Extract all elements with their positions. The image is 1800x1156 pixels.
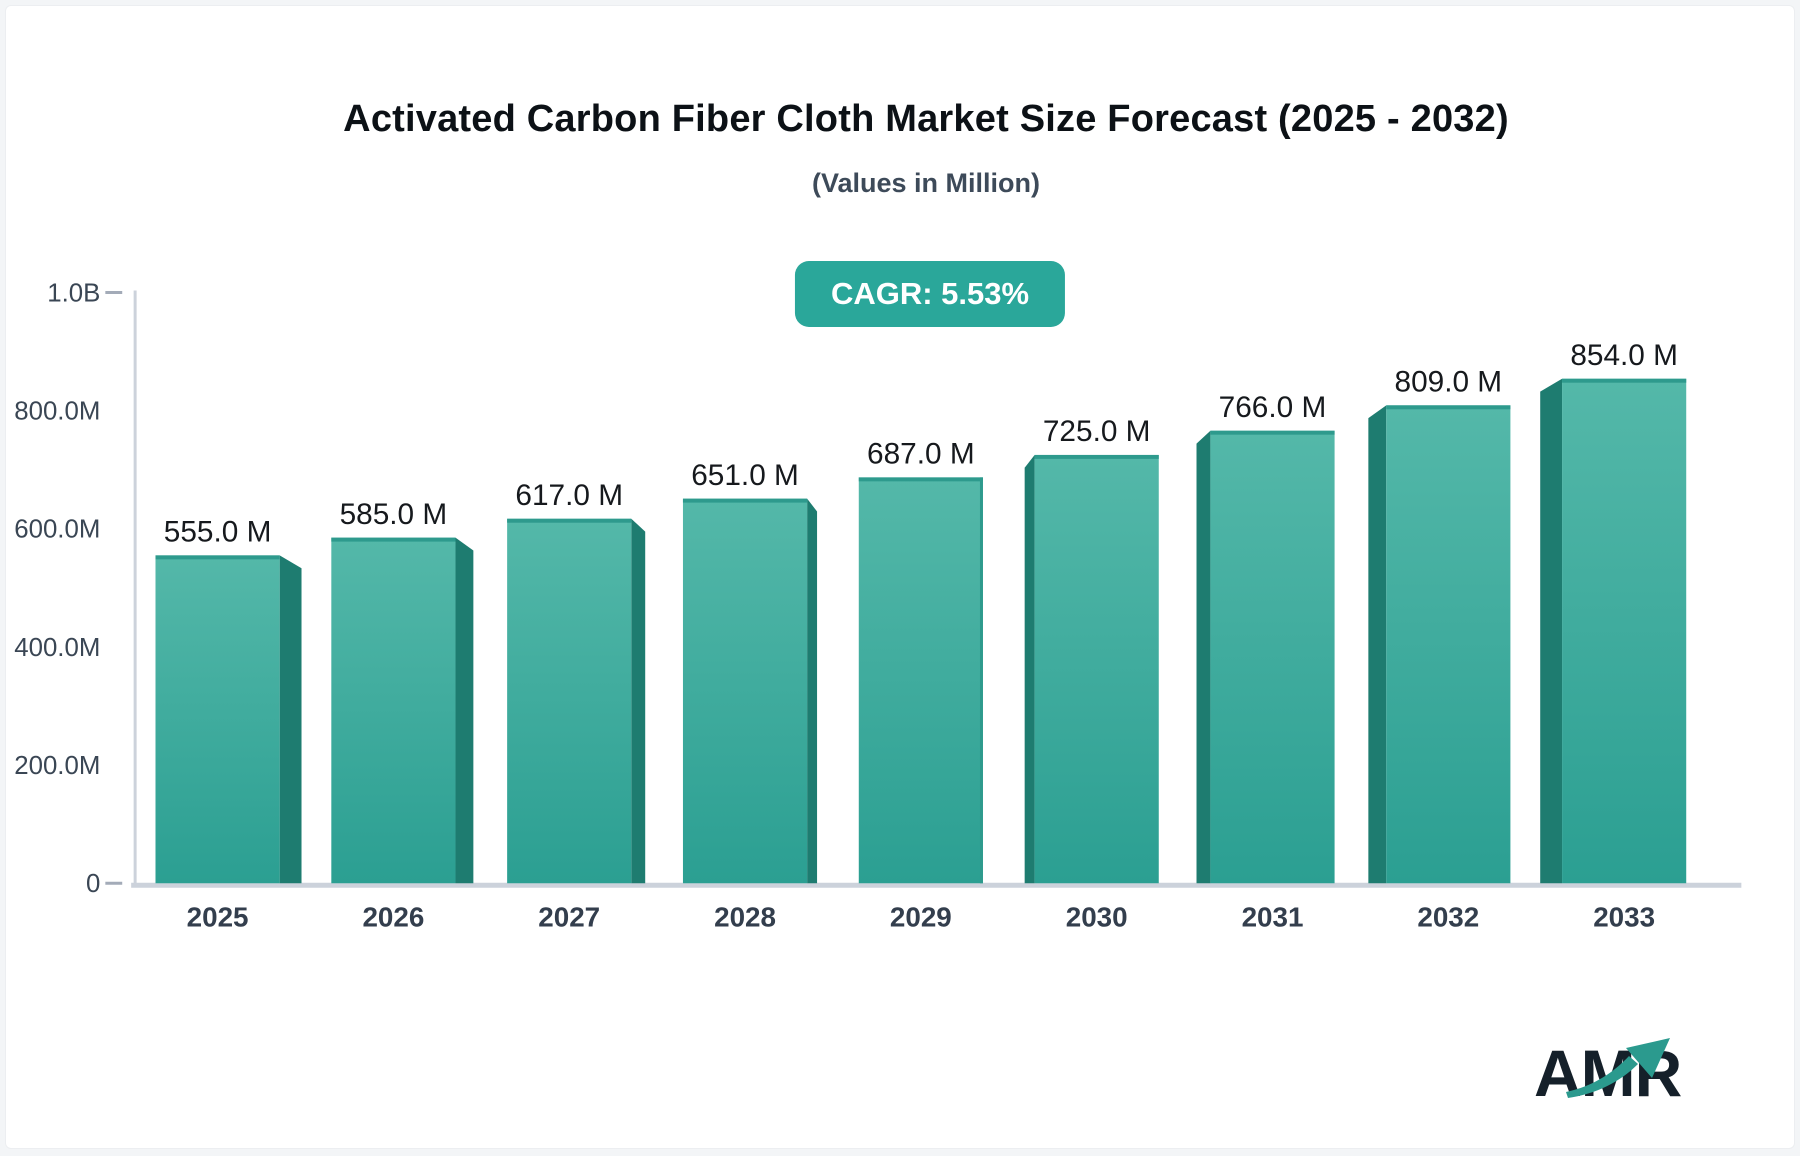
bar-group-2028 (682, 498, 818, 884)
bar-side-2027 (631, 518, 646, 884)
y-tick-label-1: 800.0M (14, 398, 100, 426)
bar-group-2033 (1540, 378, 1687, 884)
bar-side-2026 (455, 537, 474, 884)
bar-top-edge-2027 (507, 518, 632, 523)
x-tick-label-2029: 2029 (890, 902, 952, 933)
bar-top-edge-2028 (682, 498, 808, 503)
value-label-2033: 854.0 M (1570, 339, 1678, 372)
bar-2026 (331, 537, 456, 884)
bar-top-edge-2033 (1562, 378, 1687, 383)
value-label-2028: 651.0 M (691, 459, 799, 492)
x-tick-label-2027: 2027 (538, 902, 600, 933)
y-tick-label-0: 1.0B (47, 279, 100, 307)
bar-group-2025 (155, 555, 302, 884)
value-label-2026: 585.0 M (340, 498, 448, 531)
bar-group-2026 (331, 537, 474, 884)
amr-logo: AMR (1534, 1036, 1683, 1110)
bar-2029 (858, 477, 983, 884)
bar-2032 (1386, 405, 1511, 884)
bar-side-2025 (279, 555, 302, 884)
y-tick-label-2: 600.0M (14, 516, 100, 544)
value-label-2025: 555.0 M (164, 516, 272, 549)
bar-top-edge-2026 (331, 537, 456, 542)
x-tick-label-2028: 2028 (714, 902, 776, 933)
value-label-2032: 809.0 M (1395, 366, 1503, 399)
y-tick-label-4: 200.0M (14, 752, 100, 780)
y-tick-label-5: 0 (86, 870, 100, 898)
bar-right-edge-2029 (979, 477, 983, 884)
chart-card: Activated Carbon Fiber Cloth Market Size… (5, 5, 1795, 1149)
cagr-badge: CAGR: 5.53% (794, 261, 1066, 327)
growth-arrow-icon (1566, 1038, 1670, 1098)
bar-group-2031 (1196, 430, 1335, 884)
bar-side-2033 (1540, 378, 1563, 884)
x-tick-label-2030: 2030 (1066, 902, 1128, 933)
bar-2031 (1210, 430, 1335, 884)
bar-2033 (1562, 378, 1687, 884)
value-label-2029: 687.0 M (867, 438, 975, 471)
x-tick-label-2025: 2025 (187, 902, 249, 933)
bar-group-2032 (1368, 405, 1511, 884)
bar-group-2029 (858, 477, 983, 884)
bar-2027 (507, 518, 632, 884)
bar-2030 (1034, 454, 1159, 884)
x-tick-label-2032: 2032 (1417, 902, 1479, 933)
bar-group-2027 (507, 518, 646, 884)
bar-side-2032 (1368, 405, 1387, 884)
value-label-2030: 725.0 M (1043, 415, 1151, 448)
bar-top-edge-2025 (155, 555, 280, 560)
chart-subtitle: (Values in Million) (811, 168, 1041, 198)
bar-group-2030 (1024, 454, 1159, 884)
bar-top-edge-2029 (858, 477, 983, 482)
bar-top-edge-2030 (1034, 454, 1159, 459)
bar-top-edge-2031 (1210, 430, 1335, 435)
chart-title: Activated Carbon Fiber Cloth Market Size… (343, 98, 1509, 140)
x-tick-label-2031: 2031 (1242, 902, 1304, 933)
value-label-2027: 617.0 M (515, 479, 623, 512)
bar-side-2028 (807, 498, 818, 884)
bar-chart: 1.0B 800.0M 600.0M 400.0M 200.0M 0 555.0 M 2025… (14, 279, 1742, 933)
bar-top-edge-2032 (1386, 405, 1511, 410)
x-tick-label-2026: 2026 (362, 902, 424, 933)
value-label-2031: 766.0 M (1219, 391, 1327, 424)
y-tick-label-3: 400.0M (14, 634, 100, 662)
bar-2028 (682, 498, 808, 884)
x-tick-label-2033: 2033 (1593, 902, 1655, 933)
bar-2025 (155, 555, 280, 884)
bar-side-2031 (1196, 430, 1211, 884)
bar-side-2030 (1024, 454, 1035, 884)
